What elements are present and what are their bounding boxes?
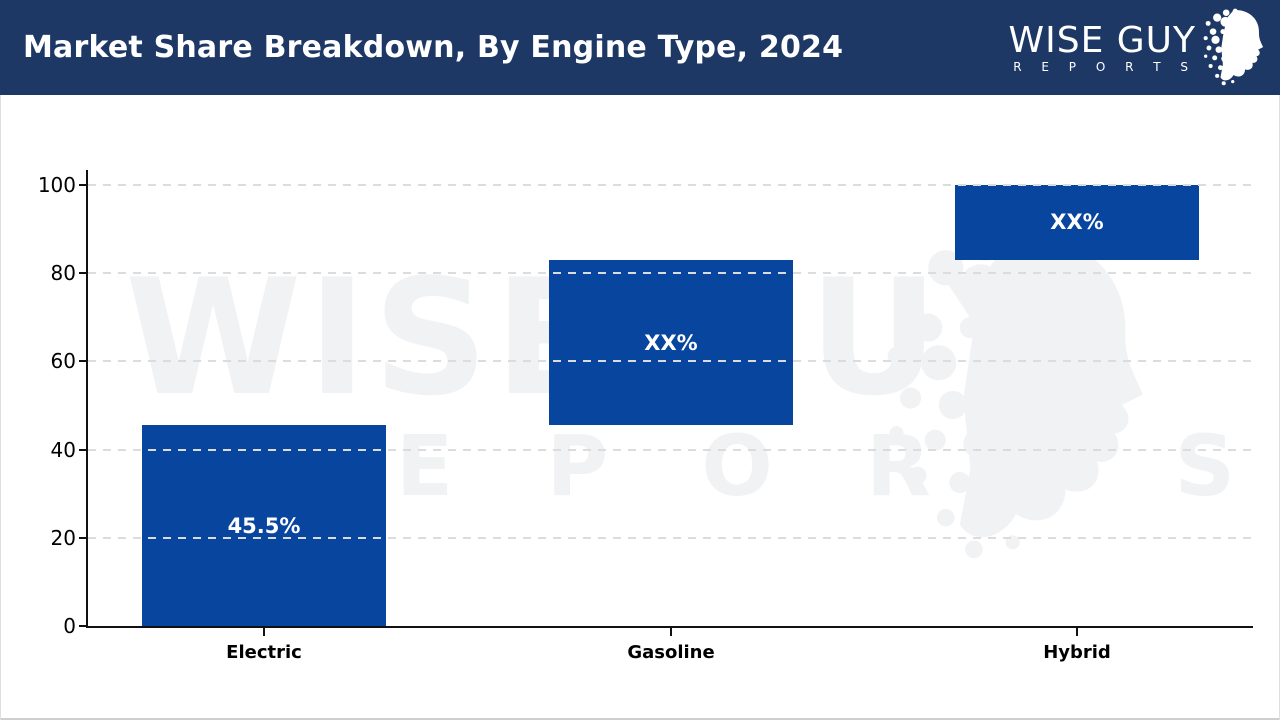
y-tick-label: 60 — [50, 349, 76, 374]
page-title: Market Share Breakdown, By Engine Type, … — [23, 30, 844, 65]
y-tick-label: 80 — [50, 261, 76, 286]
x-tick-mark — [263, 628, 265, 636]
y-tick-mark — [79, 360, 87, 363]
y-tick-mark — [79, 184, 87, 186]
wiseguy-logo: WISE GUY R E P O R T S — [1009, 6, 1269, 90]
watermark-dotted-head-icon — [887, 229, 1143, 559]
y-tick-mark — [79, 448, 87, 451]
x-tick-label-hybrid: Hybrid — [1043, 642, 1111, 663]
logo-wordmark: WISE GUY — [1008, 19, 1196, 61]
x-tick-label-gasoline: Gasoline — [627, 642, 715, 663]
bar-value-label: 45.5% — [227, 513, 301, 538]
logo-text: WISE GUY R E P O R T S — [1008, 19, 1197, 75]
y-tick-mark — [79, 625, 87, 627]
y-tick-label: 40 — [50, 437, 76, 462]
bar-gasoline — [549, 259, 793, 426]
logo-dotted-head-icon — [1203, 8, 1264, 86]
x-tick-mark — [670, 628, 672, 636]
header-bar: Market Share Breakdown, By Engine Type, … — [0, 0, 1280, 95]
y-tick-mark — [79, 272, 87, 275]
y-tick-mark — [79, 536, 87, 539]
bar-hybrid — [955, 185, 1199, 260]
gridline-100 — [88, 184, 1253, 186]
x-axis-line — [86, 626, 1253, 628]
x-tick-mark — [1076, 628, 1078, 636]
gridline-80 — [88, 272, 1253, 275]
y-tick-label: 0 — [63, 614, 76, 638]
bar-value-label: XX% — [1050, 210, 1104, 235]
y-axis-line — [86, 170, 88, 628]
logo-subtitle: R E P O R T S — [1013, 60, 1196, 75]
gridline-40 — [88, 448, 1253, 451]
bar-value-label: XX% — [644, 330, 698, 355]
gridline-20 — [88, 536, 1253, 539]
gridline-60 — [88, 360, 1253, 363]
y-tick-label: 100 — [37, 173, 76, 197]
bar-electric — [142, 425, 386, 626]
x-tick-label-electric: Electric — [226, 642, 302, 663]
y-tick-label: 20 — [50, 525, 76, 550]
